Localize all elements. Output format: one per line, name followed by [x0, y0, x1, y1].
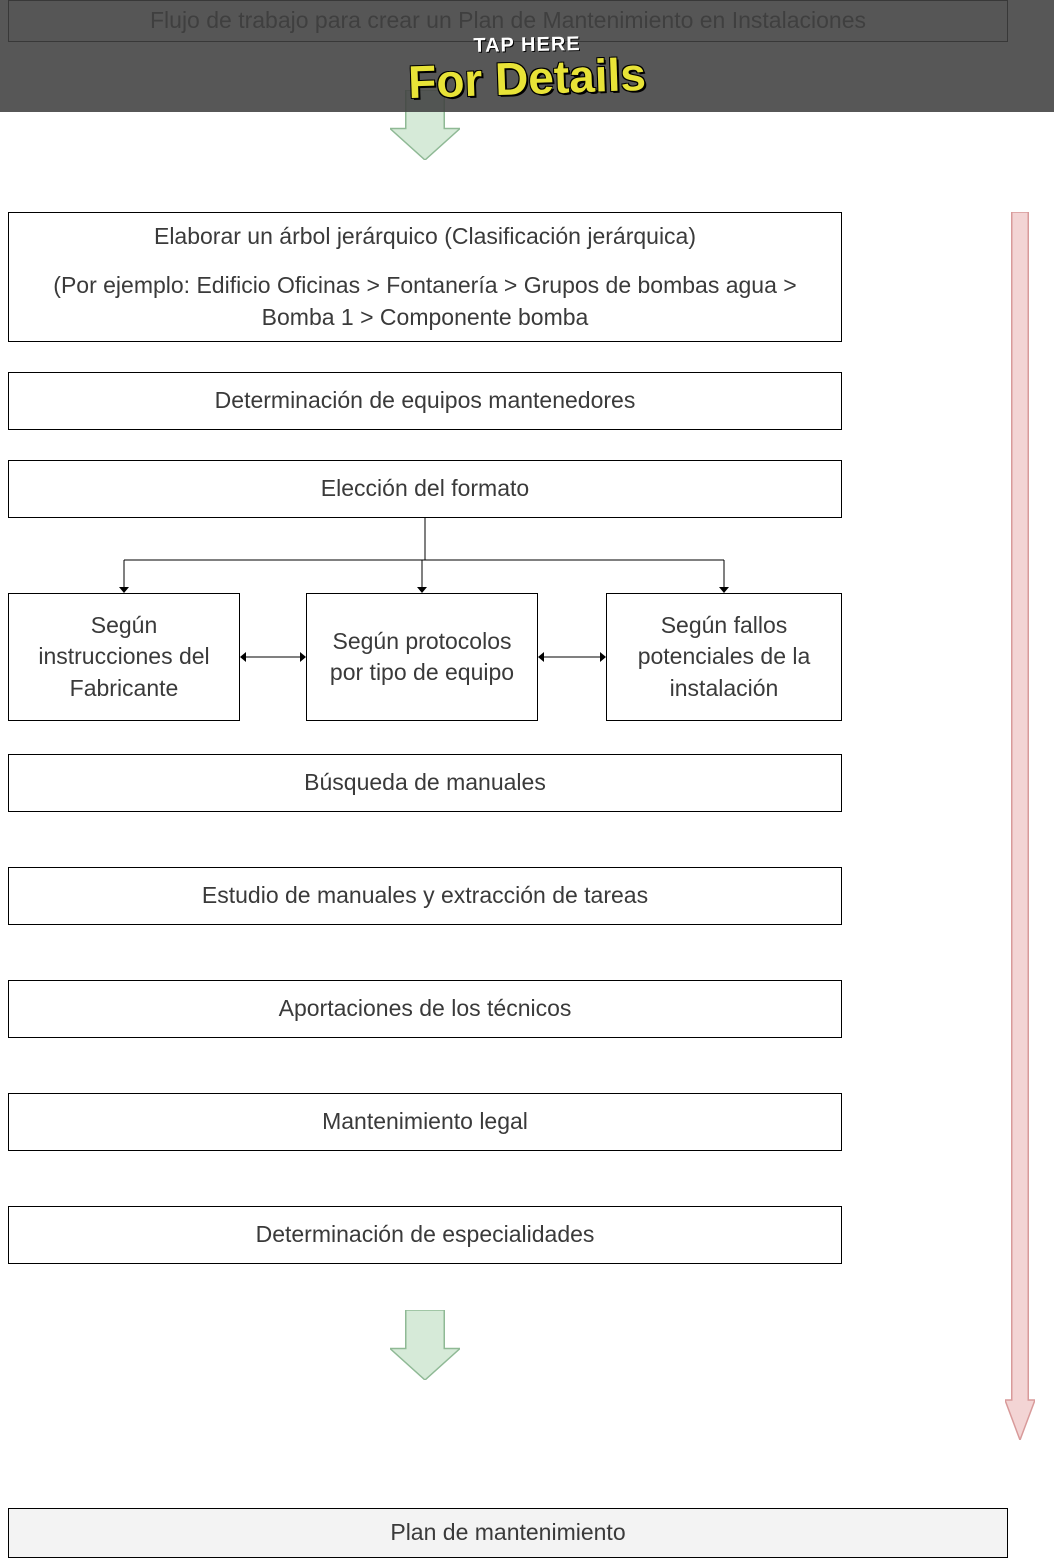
overlay-details-text: For Details — [0, 33, 1054, 124]
node-opt-protocolos: Según protocolos por tipo de equipo — [306, 593, 538, 721]
node-equipos: Determinación de equipos mantenedores — [8, 372, 842, 430]
node-espec: Determinación de especialidades — [8, 1206, 842, 1264]
node-opt-protocolos-text: Según protocolos por tipo de equipo — [321, 626, 523, 688]
node-estudio-text: Estudio de manuales y extracción de tare… — [202, 880, 648, 911]
node-formato-text: Elección del formato — [321, 473, 529, 504]
node-espec-text: Determinación de especialidades — [256, 1219, 595, 1250]
node-aport: Aportaciones de los técnicos — [8, 980, 842, 1038]
node-plan-text: Plan de mantenimiento — [390, 1517, 625, 1548]
node-opt-fabricante: Según instrucciones del Fabricante — [8, 593, 240, 721]
node-legal-text: Mantenimiento legal — [322, 1106, 528, 1137]
block-arrow-2-icon — [390, 1310, 460, 1385]
node-aport-text: Aportaciones de los técnicos — [279, 993, 572, 1024]
node-title: Flujo de trabajo para crear un Plan de M… — [8, 0, 1008, 42]
flowchart-canvas: TAP HERE For Details Flujo de trabajo pa… — [0, 0, 1054, 1558]
side-progress-arrow-icon — [1005, 212, 1035, 1445]
node-tree-text: Elaborar un árbol jerárquico (Clasificac… — [154, 221, 696, 252]
node-opt-fallos: Según fallos potenciales de la instalaci… — [606, 593, 842, 721]
node-tree: Elaborar un árbol jerárquico (Clasificac… — [8, 212, 842, 342]
node-estudio: Estudio de manuales y extracción de tare… — [8, 867, 842, 925]
node-busqueda-text: Búsqueda de manuales — [304, 767, 546, 798]
node-legal: Mantenimiento legal — [8, 1093, 842, 1151]
node-plan: Plan de mantenimiento — [8, 1508, 1008, 1558]
node-title-text: Flujo de trabajo para crear un Plan de M… — [150, 5, 866, 36]
node-tree-subtext: (Por ejemplo: Edificio Oficinas > Fontan… — [23, 270, 827, 332]
node-opt-fabricante-text: Según instrucciones del Fabricante — [23, 610, 225, 703]
node-formato: Elección del formato — [8, 460, 842, 518]
node-opt-fallos-text: Según fallos potenciales de la instalaci… — [621, 610, 827, 703]
node-equipos-text: Determinación de equipos mantenedores — [215, 385, 636, 416]
block-arrow-1-icon — [390, 90, 460, 165]
node-busqueda: Búsqueda de manuales — [8, 754, 842, 812]
